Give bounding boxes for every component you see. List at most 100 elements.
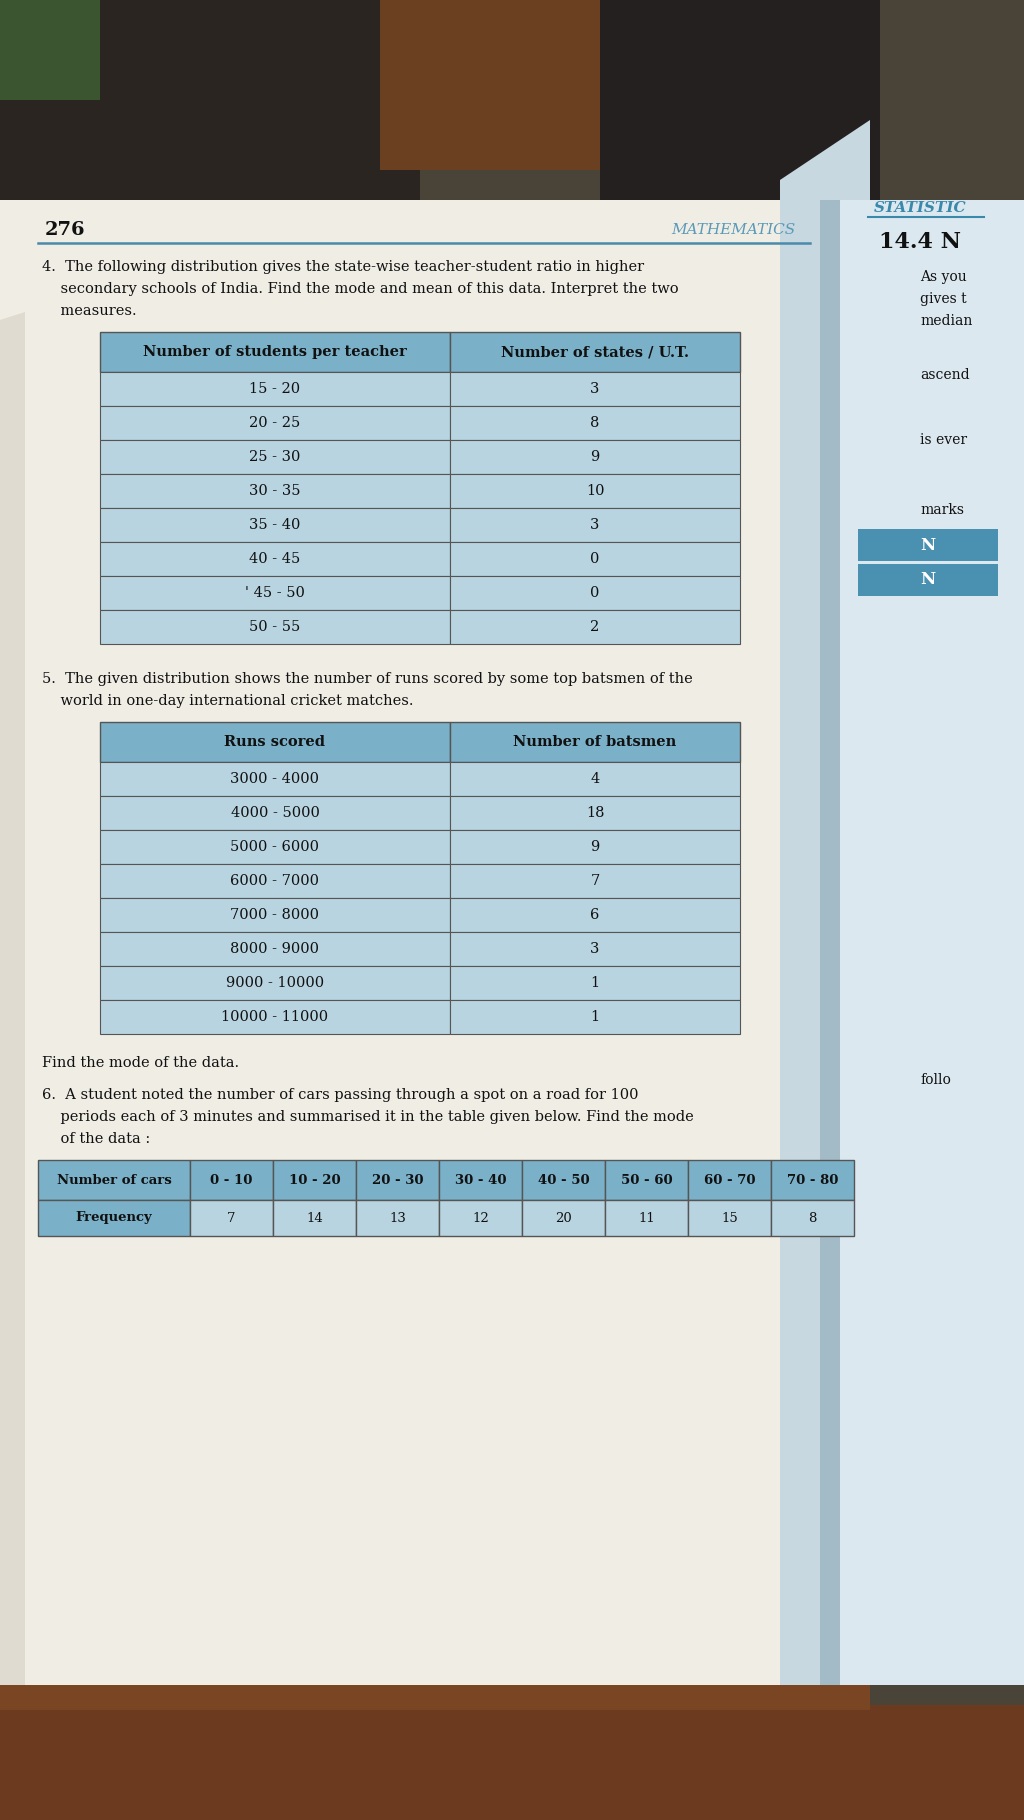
FancyBboxPatch shape (771, 1159, 854, 1199)
Text: 6000 - 7000: 6000 - 7000 (230, 874, 319, 888)
Text: 7000 - 8000: 7000 - 8000 (230, 908, 319, 923)
FancyBboxPatch shape (100, 897, 450, 932)
Text: 1: 1 (591, 976, 600, 990)
Text: 3: 3 (590, 519, 600, 531)
FancyBboxPatch shape (450, 508, 740, 542)
Text: N: N (921, 537, 936, 553)
Text: 10: 10 (586, 484, 604, 499)
FancyBboxPatch shape (439, 1159, 522, 1199)
FancyBboxPatch shape (439, 1199, 522, 1236)
FancyBboxPatch shape (450, 575, 740, 610)
FancyBboxPatch shape (450, 932, 740, 966)
Text: 9: 9 (591, 841, 600, 854)
Text: Number of batsmen: Number of batsmen (513, 735, 677, 750)
Text: 1: 1 (591, 1010, 600, 1025)
Text: 6.  A student noted the number of cars passing through a spot on a road for 100: 6. A student noted the number of cars pa… (42, 1088, 639, 1101)
FancyBboxPatch shape (100, 508, 450, 542)
Text: 12: 12 (472, 1212, 488, 1225)
Text: gives t: gives t (920, 291, 967, 306)
FancyBboxPatch shape (605, 1199, 688, 1236)
FancyBboxPatch shape (450, 473, 740, 508)
Text: 11: 11 (638, 1212, 655, 1225)
Text: Number of states / U.T.: Number of states / U.T. (501, 346, 689, 359)
Text: 13: 13 (389, 1212, 406, 1225)
FancyBboxPatch shape (858, 564, 998, 595)
Text: 14.4 N: 14.4 N (879, 231, 961, 253)
Text: 20 - 25: 20 - 25 (250, 417, 301, 430)
Text: 3: 3 (590, 943, 600, 956)
Text: MATHEMATICS: MATHEMATICS (671, 224, 795, 237)
FancyBboxPatch shape (840, 200, 1024, 1685)
Text: 8000 - 9000: 8000 - 9000 (230, 943, 319, 956)
Text: measures.: measures. (42, 304, 136, 318)
Text: 4.  The following distribution gives the state-wise teacher-student ratio in hig: 4. The following distribution gives the … (42, 260, 644, 275)
FancyBboxPatch shape (820, 200, 840, 1685)
Text: STATISTIC: STATISTIC (873, 200, 967, 215)
Text: 9: 9 (591, 450, 600, 464)
Text: 8: 8 (590, 417, 600, 430)
FancyBboxPatch shape (0, 200, 840, 1685)
Text: Runs scored: Runs scored (224, 735, 326, 750)
FancyBboxPatch shape (450, 897, 740, 932)
FancyBboxPatch shape (100, 999, 450, 1034)
FancyBboxPatch shape (600, 0, 880, 200)
Text: follo: follo (920, 1074, 951, 1087)
FancyBboxPatch shape (450, 542, 740, 575)
Text: 4: 4 (591, 772, 600, 786)
FancyBboxPatch shape (771, 1199, 854, 1236)
Text: 10 - 20: 10 - 20 (289, 1174, 340, 1187)
Text: secondary schools of India. Find the mode and mean of this data. Interpret the t: secondary schools of India. Find the mod… (42, 282, 679, 297)
Text: periods each of 3 minutes and summarised it in the table given below. Find the m: periods each of 3 minutes and summarised… (42, 1110, 693, 1125)
FancyBboxPatch shape (688, 1199, 771, 1236)
FancyBboxPatch shape (0, 0, 100, 100)
Text: 10000 - 11000: 10000 - 11000 (221, 1010, 329, 1025)
FancyBboxPatch shape (38, 1199, 190, 1236)
FancyBboxPatch shape (450, 966, 740, 999)
FancyBboxPatch shape (38, 1159, 190, 1199)
Text: of the data :: of the data : (42, 1132, 151, 1147)
FancyBboxPatch shape (450, 864, 740, 897)
Text: 14: 14 (306, 1212, 323, 1225)
Text: 20: 20 (555, 1212, 571, 1225)
Text: Find the mode of the data.: Find the mode of the data. (42, 1056, 240, 1070)
Text: Frequency: Frequency (76, 1212, 153, 1225)
FancyBboxPatch shape (450, 440, 740, 473)
FancyBboxPatch shape (100, 723, 450, 763)
FancyBboxPatch shape (858, 530, 998, 561)
FancyBboxPatch shape (100, 440, 450, 473)
FancyBboxPatch shape (0, 0, 420, 200)
Text: N: N (921, 571, 936, 588)
FancyBboxPatch shape (100, 406, 450, 440)
FancyBboxPatch shape (450, 610, 740, 644)
Text: world in one-day international cricket matches.: world in one-day international cricket m… (42, 693, 414, 708)
FancyBboxPatch shape (100, 542, 450, 575)
FancyBboxPatch shape (450, 723, 740, 763)
FancyBboxPatch shape (190, 1159, 273, 1199)
FancyBboxPatch shape (688, 1159, 771, 1199)
Text: 50 - 60: 50 - 60 (621, 1174, 673, 1187)
FancyBboxPatch shape (100, 610, 450, 644)
FancyBboxPatch shape (522, 1159, 605, 1199)
Text: 8: 8 (808, 1212, 817, 1225)
Text: 7: 7 (591, 874, 600, 888)
Text: Number of cars: Number of cars (56, 1174, 171, 1187)
Text: 0: 0 (590, 551, 600, 566)
Text: 70 - 80: 70 - 80 (786, 1174, 839, 1187)
FancyBboxPatch shape (0, 1685, 870, 1711)
FancyBboxPatch shape (100, 795, 450, 830)
Text: 3: 3 (590, 382, 600, 397)
Text: ascend: ascend (920, 368, 970, 382)
FancyBboxPatch shape (450, 371, 740, 406)
FancyBboxPatch shape (450, 406, 740, 440)
Text: 40 - 45: 40 - 45 (250, 551, 301, 566)
Text: Number of students per teacher: Number of students per teacher (143, 346, 407, 359)
FancyBboxPatch shape (450, 331, 740, 371)
Text: 2: 2 (591, 621, 600, 633)
Text: 35 - 40: 35 - 40 (249, 519, 301, 531)
FancyBboxPatch shape (273, 1199, 356, 1236)
Text: 276: 276 (45, 220, 86, 238)
Text: 5.  The given distribution shows the number of runs scored by some top batsmen o: 5. The given distribution shows the numb… (42, 672, 693, 686)
Text: 15: 15 (721, 1212, 738, 1225)
FancyBboxPatch shape (100, 575, 450, 610)
FancyBboxPatch shape (0, 1705, 1024, 1820)
